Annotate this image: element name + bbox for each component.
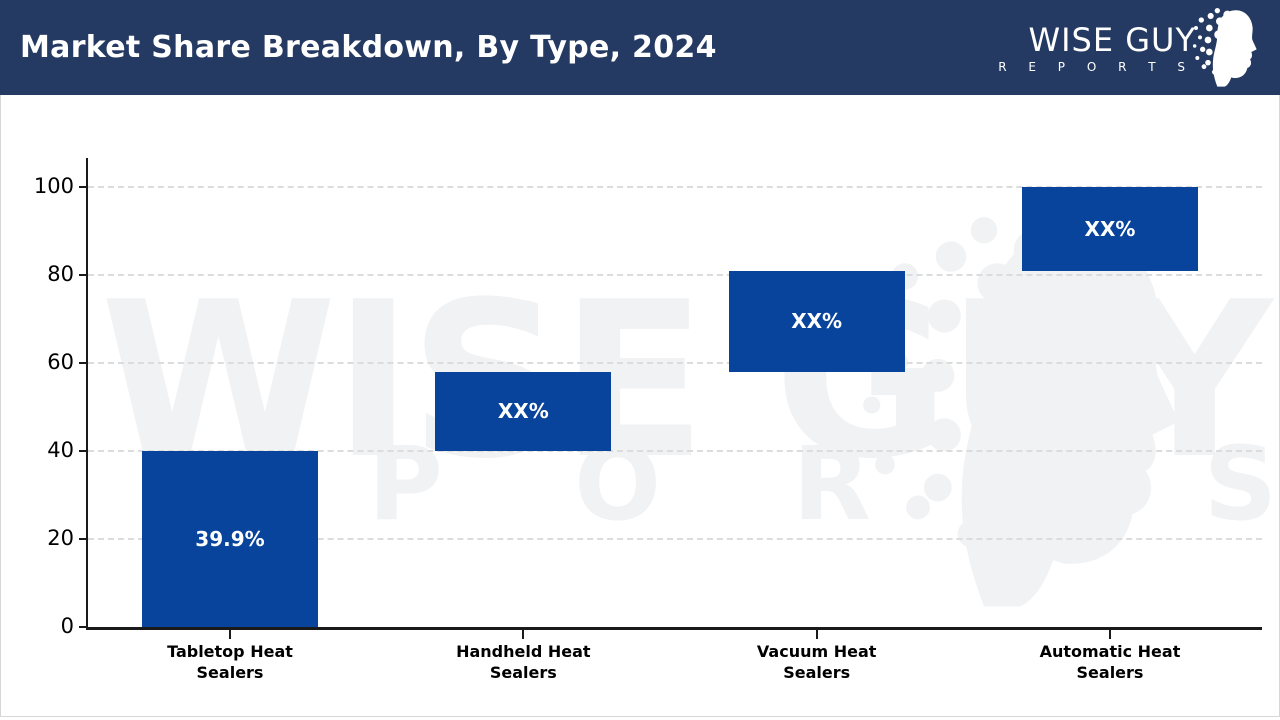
gridline: [88, 538, 1262, 540]
gridline: [88, 274, 1262, 276]
x-axis-category-label: Vacuum Heat Sealers: [756, 642, 877, 682]
gridline: [88, 186, 1262, 188]
gridline: [88, 450, 1262, 452]
x-axis-tick-mark: [229, 630, 231, 639]
brand-name: WISE GUY: [1028, 20, 1196, 59]
page-border-left: [0, 95, 1, 717]
chart-area: WISE GUY P O R T S 0 20 40 60 80 100 39.9% Tabl…: [0, 95, 1280, 720]
bar-segment: XX%: [435, 371, 612, 451]
header-bar: Market Share Breakdown, By Type, 2024 WI…: [0, 0, 1280, 95]
y-axis-tick-mark: [79, 274, 88, 276]
bar-value-label: XX%: [1084, 216, 1136, 241]
brand-subtitle: R E P O R T S: [998, 59, 1194, 74]
page-title: Market Share Breakdown, By Type, 2024: [20, 30, 717, 65]
bar-value-label: XX%: [791, 309, 843, 334]
x-axis-category-label: Automatic Heat Sealers: [1039, 642, 1181, 682]
bar-value-label: XX%: [497, 399, 549, 424]
y-axis-tick-mark: [79, 450, 88, 452]
gridline: [88, 362, 1262, 364]
x-axis-line: [86, 627, 1262, 630]
x-axis-category-label: Handheld Heat Sealers: [456, 642, 591, 682]
bar-segment: 39.9%: [142, 451, 318, 627]
y-axis-tick-mark: [79, 186, 88, 188]
y-axis-tick-label: 60: [47, 350, 74, 374]
y-axis-tick-label: 20: [47, 526, 74, 550]
y-axis-tick-label: 80: [47, 262, 74, 286]
y-axis-tick-label: 0: [60, 614, 74, 638]
brand-logo-text: WISE GUY R E P O R T S: [998, 23, 1196, 74]
x-axis-category-label: Tabletop Heat Sealers: [167, 642, 293, 682]
bar-value-label: 39.9%: [195, 527, 265, 551]
y-axis-tick-mark: [79, 626, 88, 628]
x-axis-tick-mark: [1108, 630, 1111, 639]
y-axis-tick-mark: [79, 362, 88, 364]
x-axis-tick-mark: [815, 630, 818, 639]
bar-segment: XX%: [1021, 187, 1198, 271]
y-axis-line: [86, 158, 88, 629]
y-axis-tick-label: 100: [33, 174, 74, 198]
y-axis-tick-mark: [79, 538, 88, 540]
page-border-bottom: [0, 716, 1280, 717]
x-axis-tick-mark: [522, 630, 525, 639]
y-axis-tick-label: 40: [47, 438, 74, 462]
brand-logo: WISE GUY R E P O R T S: [998, 8, 1266, 88]
bar-segment: XX%: [728, 270, 905, 372]
